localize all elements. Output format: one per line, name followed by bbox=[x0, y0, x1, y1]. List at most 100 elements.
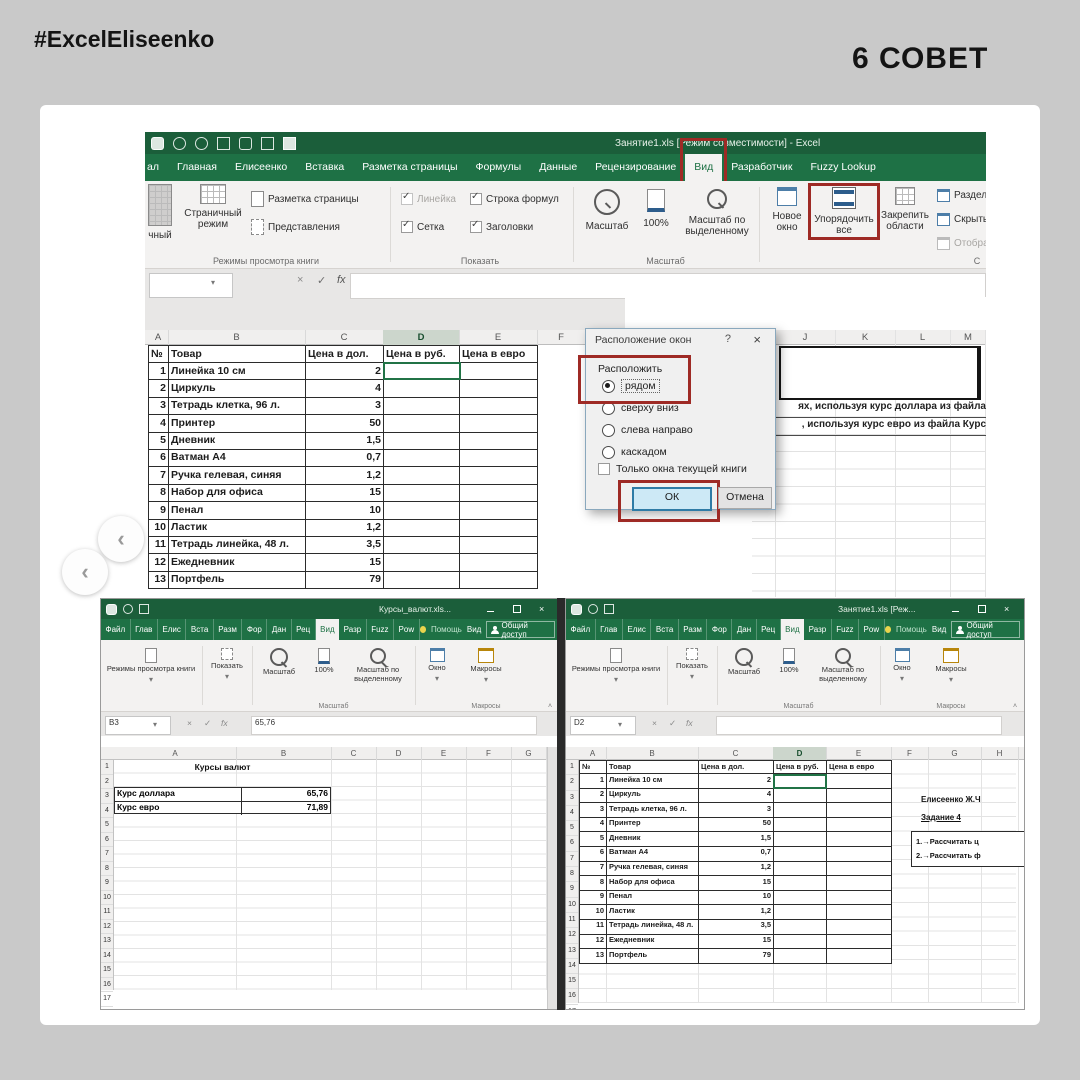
cell-price-rub[interactable] bbox=[774, 890, 827, 906]
cell-price-usd[interactable]: 79 bbox=[306, 571, 384, 590]
column-header[interactable]: L bbox=[895, 330, 951, 345]
cell-price-eur[interactable] bbox=[827, 774, 892, 789]
cell-price-eur[interactable] bbox=[460, 449, 538, 468]
ribbon-tab[interactable]: Рец bbox=[292, 619, 316, 640]
cell-number[interactable]: 7 bbox=[580, 861, 607, 877]
cell-product[interactable]: Принтер bbox=[169, 415, 306, 433]
save-icon[interactable] bbox=[571, 603, 582, 615]
cell-price-rub[interactable] bbox=[384, 449, 460, 468]
tab-view-selected[interactable]: Вид bbox=[315, 619, 340, 640]
cell-product[interactable]: Тетрадь клетка, 96 л. bbox=[169, 397, 306, 416]
undo-icon[interactable] bbox=[123, 604, 133, 614]
cell-number[interactable]: 11 bbox=[149, 536, 169, 555]
ok-button[interactable]: ОК bbox=[618, 480, 720, 522]
ribbon-tab[interactable]: Рец bbox=[757, 619, 781, 640]
cell-price-usd[interactable]: 79 bbox=[699, 949, 774, 964]
row-header[interactable]: 4 bbox=[566, 806, 578, 822]
undo-icon[interactable] bbox=[588, 604, 598, 614]
cell-price-eur[interactable] bbox=[460, 519, 538, 537]
cell-price-eur[interactable] bbox=[827, 846, 892, 862]
cell-price-usd[interactable]: 4 bbox=[699, 788, 774, 804]
row-header[interactable]: 8 bbox=[566, 867, 578, 883]
cell-price-rub[interactable] bbox=[774, 861, 827, 877]
freeze-panes-button[interactable]: Закрепить области bbox=[879, 187, 931, 232]
column-header[interactable]: M bbox=[964, 332, 972, 343]
carousel-prev-button-outer[interactable]: ‹ bbox=[62, 549, 108, 595]
cell-number[interactable]: 11 bbox=[580, 919, 607, 935]
column-header[interactable]: A bbox=[148, 330, 169, 345]
cell-price-rub[interactable] bbox=[774, 832, 827, 847]
cell-number[interactable]: 9 bbox=[580, 890, 607, 906]
cell-number[interactable]: 10 bbox=[580, 905, 607, 920]
cell-price-rub[interactable] bbox=[774, 788, 827, 804]
row-header[interactable]: 12 bbox=[101, 920, 113, 934]
zoom-button[interactable]: Масштаб bbox=[720, 648, 768, 677]
ribbon-tab[interactable]: Fuzz bbox=[832, 619, 860, 640]
row-header[interactable]: 11 bbox=[101, 905, 113, 920]
new-window-button[interactable]: Новое окно bbox=[765, 187, 809, 233]
cell-product[interactable]: Тетрадь линейка, 48 л. bbox=[607, 919, 699, 935]
views-button[interactable]: Режимы просмотра книги ▾ bbox=[103, 648, 199, 684]
cell-price-rub[interactable] bbox=[384, 571, 460, 590]
ribbon-tab[interactable]: Pow bbox=[394, 619, 420, 640]
column-header[interactable]: J bbox=[775, 330, 836, 345]
ribbon-tab[interactable]: Разр bbox=[804, 619, 832, 640]
zoom-selection-button[interactable]: Масштаб по выделенному bbox=[681, 189, 753, 237]
row-header[interactable]: 6 bbox=[566, 836, 578, 852]
column-header[interactable]: F bbox=[891, 747, 929, 760]
cell-product[interactable]: Портфель bbox=[607, 949, 699, 964]
row-header[interactable]: 15 bbox=[566, 974, 578, 990]
cell-product[interactable]: Ручка гелевая, синяя bbox=[169, 467, 306, 485]
formula-input[interactable] bbox=[716, 716, 1002, 735]
cell-price-eur[interactable] bbox=[460, 380, 538, 398]
cell-price-rub[interactable] bbox=[384, 380, 460, 398]
name-box[interactable]: D2 bbox=[570, 716, 636, 735]
name-box-dropdown-icon[interactable]: ▾ bbox=[211, 278, 216, 287]
column-header[interactable]: E bbox=[826, 747, 892, 760]
cell-product[interactable]: Ручка гелевая, синяя bbox=[607, 861, 699, 877]
cell-price-usd[interactable]: 1,2 bbox=[699, 861, 774, 877]
undo-icon[interactable] bbox=[173, 136, 186, 150]
cell-number[interactable]: 1 bbox=[149, 363, 169, 381]
cell-product[interactable]: Тетрадь линейка, 48 л. bbox=[169, 536, 306, 555]
cell-number[interactable]: 5 bbox=[580, 832, 607, 847]
close-icon[interactable]: × bbox=[1004, 604, 1010, 614]
cell-price-rub[interactable] bbox=[774, 876, 827, 891]
cell-price-usd[interactable]: 3 bbox=[306, 397, 384, 416]
cell-number[interactable]: 12 bbox=[580, 934, 607, 950]
selected-cell-d2[interactable] bbox=[773, 774, 827, 789]
row-header[interactable]: 8 bbox=[101, 862, 113, 876]
column-header[interactable]: A bbox=[114, 747, 237, 760]
cell-product[interactable]: Ежедневник bbox=[169, 554, 306, 572]
cell-number[interactable]: 9 bbox=[149, 502, 169, 520]
cell-price-usd[interactable]: 0,7 bbox=[306, 449, 384, 468]
ribbon-tab[interactable]: Вста bbox=[186, 619, 214, 640]
column-header[interactable]: E bbox=[421, 747, 467, 760]
cell-number[interactable]: 2 bbox=[580, 788, 607, 804]
cell-product[interactable]: Линейка 10 см bbox=[607, 774, 699, 789]
row-header[interactable]: 5 bbox=[566, 821, 578, 837]
dialog-help-button[interactable]: ? bbox=[724, 333, 731, 345]
cell-number[interactable]: 7 bbox=[149, 467, 169, 485]
row-header[interactable]: 5 bbox=[101, 818, 113, 833]
ribbon-tab[interactable]: Pow bbox=[859, 619, 885, 640]
cell-price-eur[interactable] bbox=[827, 876, 892, 891]
ribbon-tab[interactable]: Формулы bbox=[475, 161, 522, 173]
header-cell[interactable]: № bbox=[580, 761, 607, 774]
row-header[interactable]: 14 bbox=[566, 959, 578, 975]
cell-number[interactable]: 1 bbox=[580, 774, 607, 789]
row-header[interactable]: 6 bbox=[101, 833, 113, 847]
cancel-icon[interactable]: × bbox=[187, 718, 192, 728]
header-cell[interactable]: № bbox=[149, 346, 169, 363]
cell-rate-value[interactable]: 65,76 bbox=[306, 788, 328, 798]
row-header[interactable]: 17 bbox=[566, 1005, 578, 1009]
row-header[interactable]: 15 bbox=[101, 963, 113, 978]
cell-price-usd[interactable]: 1,2 bbox=[699, 905, 774, 920]
show-button[interactable]: Показать ▾ bbox=[670, 648, 714, 681]
cell-price-usd[interactable]: 2 bbox=[699, 774, 774, 789]
cell-price-rub[interactable] bbox=[774, 934, 827, 950]
new-doc-icon[interactable] bbox=[604, 604, 614, 614]
share-button[interactable]: Общий доступ bbox=[486, 621, 555, 639]
window-button[interactable]: Окно ▾ bbox=[419, 648, 455, 683]
column-header[interactable]: G bbox=[928, 747, 982, 760]
